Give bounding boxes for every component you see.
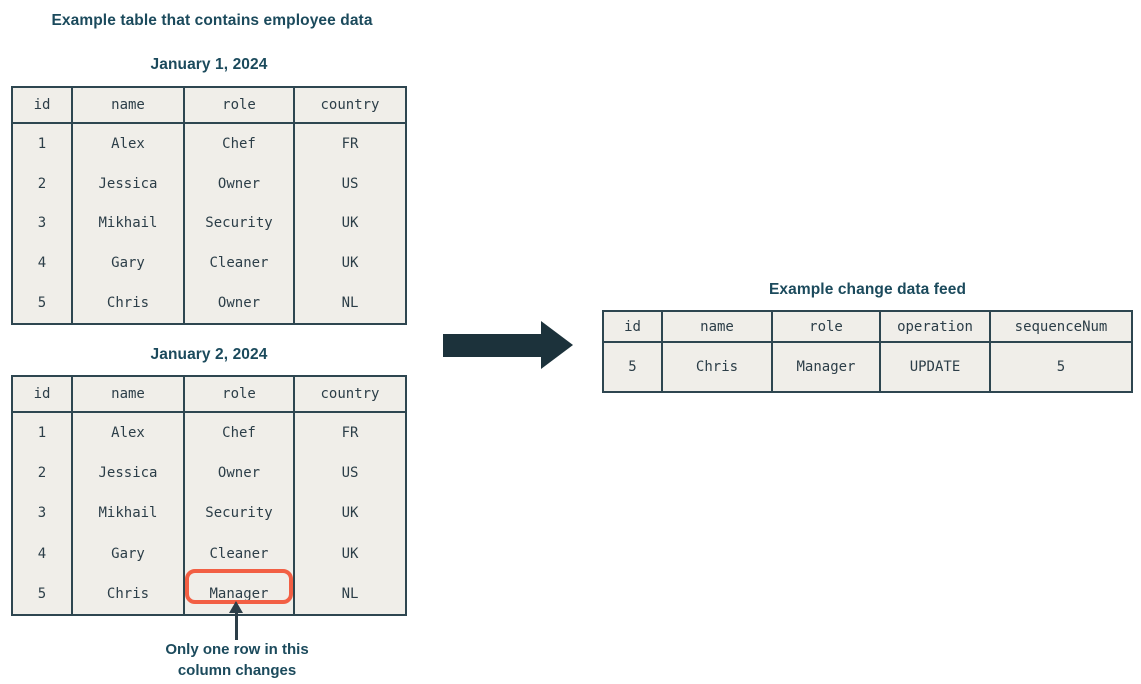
- table-jan1-title: January 1, 2024: [150, 56, 268, 73]
- table-cell: Manager: [773, 343, 881, 391]
- main-title: Example table that contains employee dat…: [51, 12, 373, 29]
- change-data-feed-table: id name role operation sequenceNum 5 Chr…: [602, 310, 1133, 393]
- table-cell: Chris: [73, 573, 185, 614]
- table-cell: Gary: [73, 533, 185, 574]
- column-header: country: [295, 377, 405, 413]
- column-header: id: [13, 377, 73, 413]
- up-arrow-icon: [229, 601, 243, 613]
- table-cell: US: [341, 465, 359, 482]
- table-cell: UK: [341, 545, 359, 562]
- column-header: sequenceNum: [991, 312, 1131, 343]
- table-cell: Owner: [185, 283, 295, 323]
- table-cell: NL: [341, 585, 359, 602]
- table-cell: Owner: [185, 453, 295, 494]
- annotation-line1: Only one row in this: [165, 641, 309, 658]
- column-header: role: [185, 88, 295, 124]
- column-header: name: [663, 312, 773, 343]
- table-cell: 5: [1056, 359, 1066, 375]
- table-cell: US: [341, 175, 359, 192]
- up-arrow-line: [235, 611, 238, 640]
- table-cell: 2: [13, 163, 73, 204]
- column-header: operation: [881, 312, 991, 343]
- table-cell: Cleaner: [185, 243, 295, 284]
- employee-table-jan1: id name role country 1 Alex Chef FR 2 Je…: [11, 86, 407, 325]
- table-cell: Gary: [73, 243, 185, 284]
- employee-table-jan2: id name role country 1 Alex Chef FR 2 Je…: [11, 375, 407, 616]
- table-cell: Chris: [73, 283, 185, 323]
- table-cell: Mikhail: [73, 203, 185, 244]
- right-arrow-head: [541, 321, 573, 369]
- table-cell: 5: [13, 283, 73, 323]
- column-header: role: [185, 377, 295, 413]
- table-cell: UPDATE: [881, 343, 991, 391]
- table-cell: Chef: [185, 413, 295, 454]
- right-arrow-icon: [443, 334, 541, 357]
- table-cell: UK: [341, 215, 359, 232]
- table-cell: UK: [341, 255, 359, 272]
- change-feed-title: Example change data feed: [768, 281, 967, 298]
- table-cell: 5: [604, 343, 663, 391]
- annotation-line2: column changes: [177, 662, 297, 679]
- table-cell: Security: [185, 493, 295, 534]
- column-header: id: [604, 312, 663, 343]
- table-cell: 3: [13, 203, 73, 244]
- column-header: name: [73, 377, 185, 413]
- table-cell: NL: [341, 295, 359, 312]
- table-cell: UK: [341, 505, 359, 522]
- table-cell: Mikhail: [73, 493, 185, 534]
- column-header: country: [295, 88, 405, 124]
- table-cell: 1: [13, 124, 73, 164]
- annotation-text: Only one row in this column changes: [107, 639, 367, 681]
- table-cell: Cleaner: [185, 533, 295, 574]
- table-cell: 5: [13, 573, 73, 614]
- table-cell: Alex: [73, 413, 185, 454]
- table-cell: Security: [185, 203, 295, 244]
- table-jan2-title: January 2, 2024: [150, 346, 268, 363]
- column-header: id: [13, 88, 73, 124]
- table-cell: 1: [13, 413, 73, 454]
- table-cell: Chef: [185, 124, 295, 164]
- table-cell: 3: [13, 493, 73, 534]
- table-cell: Jessica: [73, 453, 185, 494]
- column-header: name: [73, 88, 185, 124]
- table-cell: Chris: [663, 343, 773, 391]
- table-cell: 2: [13, 453, 73, 494]
- table-cell: Alex: [73, 124, 185, 164]
- table-cell: FR: [341, 135, 359, 152]
- table-cell: Owner: [185, 163, 295, 204]
- table-cell: Jessica: [73, 163, 185, 204]
- table-cell: 4: [13, 243, 73, 284]
- table-cell: 4: [13, 533, 73, 574]
- table-cell: FR: [341, 425, 359, 442]
- changed-cell-highlight: [185, 569, 293, 604]
- changed-table-cell: Manager: [185, 573, 295, 614]
- column-header: role: [773, 312, 881, 343]
